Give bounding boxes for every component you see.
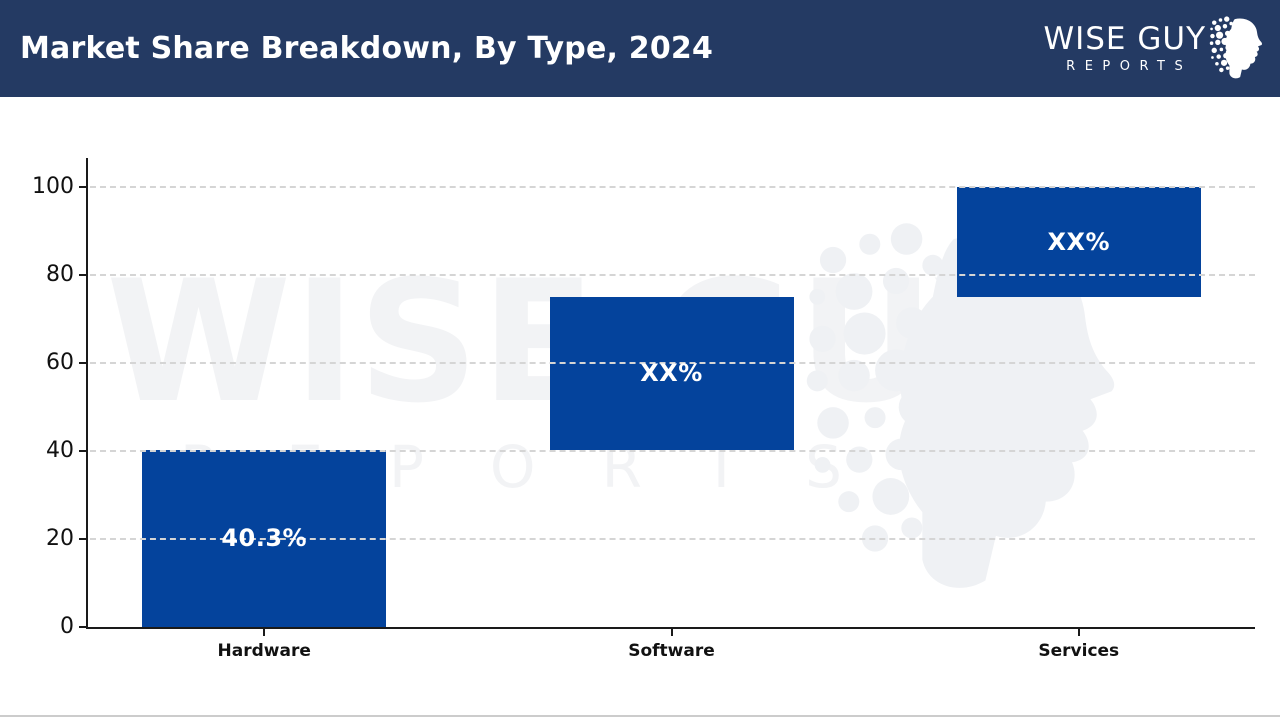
bar-value-label: XX% <box>640 359 703 388</box>
y-axis-line <box>86 158 88 629</box>
bar-value-label: XX% <box>1047 228 1111 256</box>
page-title: Market Share Breakdown, By Type, 2024 <box>20 31 714 66</box>
y-gridline <box>90 362 1255 364</box>
y-tick-mark <box>79 362 86 364</box>
y-tick-mark <box>79 274 86 276</box>
x-tick-mark <box>263 629 266 636</box>
brand-wordmark: WISE GUY REPORTS <box>1043 21 1206 74</box>
y-gridline <box>90 186 1255 188</box>
y-tick-mark <box>79 186 86 188</box>
x-tick-mark <box>1077 629 1080 636</box>
brand-name: WISE GUY <box>1043 21 1206 57</box>
brand-subtitle: REPORTS <box>1066 59 1193 74</box>
y-gridline <box>90 274 1255 276</box>
header-bar: Market Share Breakdown, By Type, 2024 WI… <box>0 0 1280 97</box>
x-axis-line <box>86 627 1255 629</box>
x-tick-mark <box>670 629 673 636</box>
bar-value-label: 40.3% <box>221 524 308 553</box>
brand-face-icon <box>1209 15 1263 78</box>
y-tick-label: 20 <box>46 526 74 551</box>
x-category-label-services: Services <box>1038 641 1120 661</box>
y-tick-label: 60 <box>46 350 74 375</box>
chart-bar-software <box>549 297 794 450</box>
y-tick-mark <box>79 626 86 628</box>
y-tick-label: 100 <box>32 174 74 199</box>
y-tick-label: 40 <box>46 438 74 463</box>
x-category-label-hardware: Hardware <box>217 641 311 661</box>
x-category-label-software: Software <box>628 641 715 661</box>
y-tick-mark <box>79 450 86 452</box>
y-tick-label: 80 <box>46 262 74 287</box>
y-gridline <box>90 538 1255 540</box>
y-tick-mark <box>79 538 86 540</box>
bottom-divider <box>0 715 1280 717</box>
y-tick-label: 0 <box>60 614 74 639</box>
y-gridline <box>90 450 1255 452</box>
brand-logo: WISE GUY REPORTS <box>1043 13 1266 85</box>
